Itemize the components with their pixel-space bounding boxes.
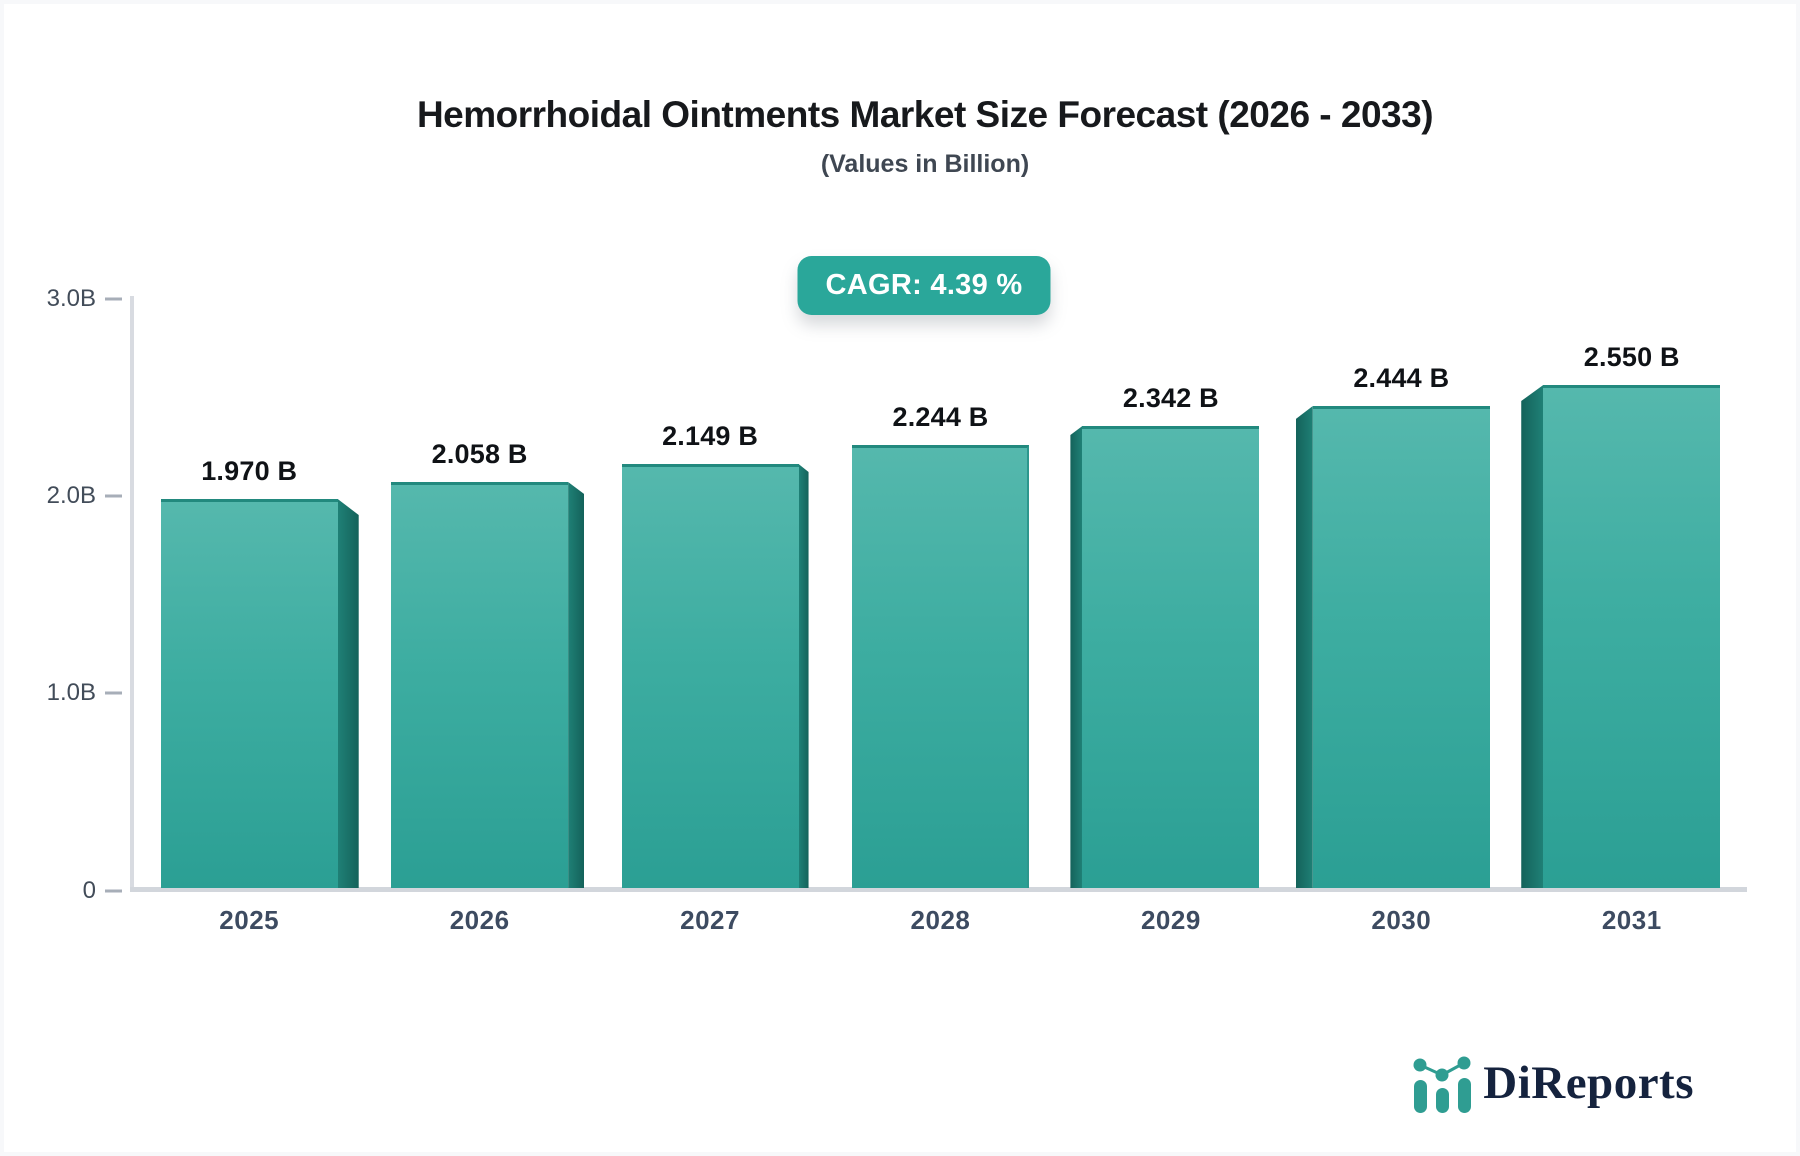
cagr-badge: CAGR: 4.39 %	[797, 256, 1051, 315]
bar-value-label: 2.244 B	[892, 402, 989, 432]
bar-value-label: 2.444 B	[1353, 363, 1450, 393]
bar[interactable]: 2.149 B	[621, 421, 809, 888]
bar-3d-side	[568, 482, 585, 888]
bar-value-label: 2.149 B	[662, 421, 759, 451]
bar-3d-side	[1295, 406, 1313, 888]
x-axis-label: 2028	[910, 905, 971, 935]
bar-3d-side	[798, 464, 809, 888]
mini-bar-chart-logo-icon	[1413, 1056, 1472, 1113]
bar-face	[160, 499, 338, 888]
bar-face	[621, 464, 799, 888]
x-axis-label: 2026	[449, 905, 510, 935]
x-axis-label: 2030	[1371, 905, 1432, 935]
x-axis-labels: 2025 2026 2027 2028 2029 2030 2031	[134, 905, 1747, 936]
bar-value-label: 2.550 B	[1583, 342, 1680, 372]
y-tick-label: 3.0B	[46, 284, 96, 312]
logo-text: DiReports	[1483, 1057, 1694, 1109]
bar-face	[391, 482, 569, 888]
bar-slot: 2.149 B	[595, 296, 825, 888]
bar-value-label: 2.058 B	[431, 439, 528, 469]
bar-plot-area: 1.970 B 2.058 B 2.149 B 2.244 B 2.342 B	[134, 296, 1747, 888]
y-tick-label: 0	[82, 876, 96, 904]
bar-value-label: 2.342 B	[1122, 383, 1219, 413]
bar-3d-side	[1521, 385, 1544, 888]
bar-face	[851, 445, 1029, 888]
bar-slot: 2.550 B	[1517, 296, 1747, 888]
direports-logo: DiReports	[1409, 1052, 1694, 1114]
bar-value-label: 1.970 B	[201, 456, 298, 486]
bar-face	[1082, 426, 1260, 888]
bar-3d-side	[337, 499, 359, 888]
x-axis-line	[130, 887, 1747, 892]
bar-slot: 2.244 B	[825, 296, 1055, 888]
chart-subtitle: (Values in Billion)	[820, 150, 1030, 178]
y-tick-mark	[105, 691, 122, 695]
bar-face	[1543, 385, 1721, 888]
y-tick-mark	[105, 297, 122, 300]
bar-3d-side	[1070, 426, 1083, 888]
bar[interactable]: 2.244 B	[851, 402, 1029, 888]
bar-face	[1312, 406, 1490, 888]
y-tick-label: 2.0B	[46, 481, 96, 509]
bar[interactable]: 1.970 B	[160, 456, 359, 888]
x-axis-label: 2031	[1601, 905, 1662, 935]
bar[interactable]: 2.342 B	[1070, 383, 1260, 888]
y-tick-mark	[105, 494, 122, 498]
bar[interactable]: 2.058 B	[391, 439, 585, 888]
bar-slot: 2.444 B	[1286, 296, 1516, 888]
bar-slot: 2.058 B	[364, 296, 594, 888]
x-axis-label: 2027	[680, 905, 740, 935]
bar[interactable]: 2.550 B	[1521, 342, 1721, 888]
chart-title: Hemorrhoidal Ointments Market Size Forec…	[416, 94, 1434, 135]
x-axis-label: 2029	[1140, 905, 1201, 935]
x-axis-label: 2025	[219, 905, 280, 935]
bar[interactable]: 2.444 B	[1295, 363, 1490, 888]
bar-slot: 2.342 B	[1056, 296, 1286, 888]
bar-slot: 1.970 B	[134, 296, 364, 888]
y-axis-line	[130, 296, 134, 888]
y-tick-label: 1.0B	[46, 679, 96, 707]
y-tick-mark	[105, 889, 122, 892]
